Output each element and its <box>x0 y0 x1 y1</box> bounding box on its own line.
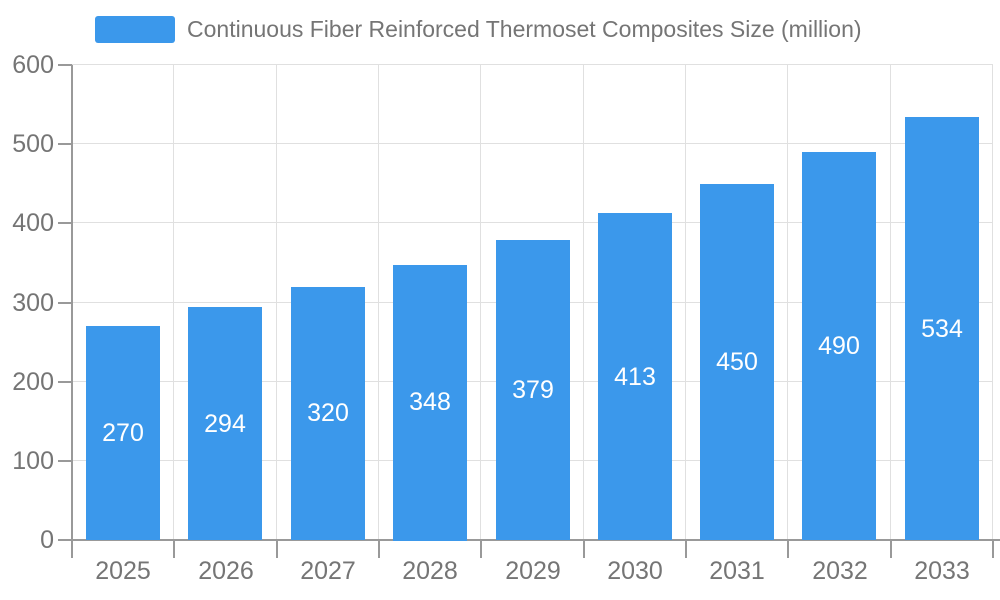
y-axis-tick <box>58 222 72 224</box>
gridline-horizontal <box>72 222 993 223</box>
y-axis-tick <box>58 143 72 145</box>
y-axis-label: 300 <box>12 289 54 317</box>
y-axis-label: 200 <box>12 368 54 396</box>
legend-label: Continuous Fiber Reinforced Thermoset Co… <box>187 16 862 42</box>
gridline-vertical <box>787 65 788 540</box>
bar[interactable] <box>802 152 876 540</box>
x-axis-tick <box>787 540 789 558</box>
gridline-vertical <box>685 65 686 540</box>
x-axis-tick <box>992 540 994 558</box>
x-axis-line <box>58 539 1000 541</box>
y-axis-label: 0 <box>40 526 54 554</box>
x-axis-label: 2026 <box>198 557 254 585</box>
bar[interactable] <box>86 326 160 540</box>
bar-value-label: 294 <box>204 410 246 438</box>
y-axis-line <box>71 65 73 558</box>
x-axis-tick <box>71 540 73 558</box>
legend-item[interactable]: Continuous Fiber Reinforced Thermoset Co… <box>95 14 862 44</box>
x-axis-tick <box>890 540 892 558</box>
bar-value-label: 379 <box>512 376 554 404</box>
bar-value-label: 534 <box>921 315 963 343</box>
legend-swatch-icon <box>95 15 175 43</box>
y-axis-label: 600 <box>12 51 54 79</box>
y-axis-tick <box>58 64 72 66</box>
y-axis-tick <box>58 302 72 304</box>
bar[interactable] <box>598 213 672 540</box>
y-axis-tick <box>58 381 72 383</box>
y-axis-tick <box>58 539 72 541</box>
bar-value-label: 490 <box>818 332 860 360</box>
bar-value-label: 320 <box>307 399 349 427</box>
x-axis-label: 2030 <box>607 557 663 585</box>
bar-value-label: 450 <box>716 348 758 376</box>
bar[interactable] <box>700 184 774 540</box>
y-axis-label: 500 <box>12 130 54 158</box>
bar[interactable] <box>496 240 570 540</box>
x-axis-tick <box>685 540 687 558</box>
bar[interactable] <box>188 307 262 540</box>
x-axis-tick <box>583 540 585 558</box>
gridline-vertical <box>890 65 891 540</box>
x-axis-label: 2032 <box>812 557 868 585</box>
bar-value-label: 348 <box>409 388 451 416</box>
y-axis-label: 100 <box>12 447 54 475</box>
x-axis-label: 2027 <box>300 557 356 585</box>
bar[interactable] <box>393 265 467 541</box>
x-axis-tick <box>480 540 482 558</box>
x-axis-label: 2033 <box>914 557 970 585</box>
gridline-vertical <box>276 65 277 540</box>
bar[interactable] <box>905 117 979 540</box>
gridline-vertical <box>173 65 174 540</box>
bar[interactable] <box>291 287 365 540</box>
gridline-vertical <box>480 65 481 540</box>
bar-value-label: 270 <box>102 419 144 447</box>
gridline-vertical <box>583 65 584 540</box>
y-axis-tick <box>58 460 72 462</box>
gridline-horizontal <box>72 143 993 144</box>
gridline-horizontal <box>72 64 993 65</box>
x-axis-tick <box>173 540 175 558</box>
x-axis-label: 2031 <box>709 557 765 585</box>
x-axis-tick <box>276 540 278 558</box>
y-axis-label: 400 <box>12 209 54 237</box>
gridline-vertical <box>992 65 993 540</box>
gridline-vertical <box>378 65 379 540</box>
x-axis-tick <box>378 540 380 558</box>
bar-value-label: 413 <box>614 363 656 391</box>
x-axis-label: 2029 <box>505 557 561 585</box>
x-axis-label: 2025 <box>95 557 151 585</box>
x-axis-label: 2028 <box>402 557 458 585</box>
